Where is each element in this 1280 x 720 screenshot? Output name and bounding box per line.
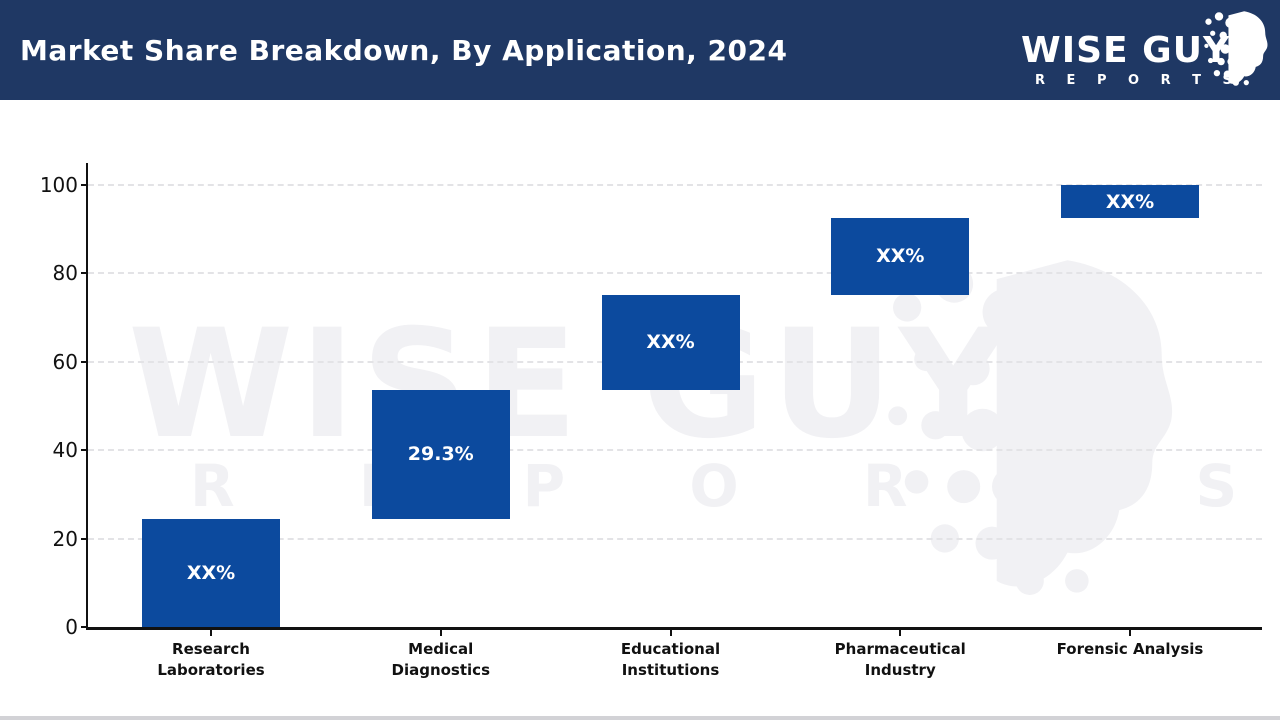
wiseguy-logo: WISE GUY R E P O R T S	[1021, 11, 1268, 88]
y-axis-line	[86, 163, 88, 629]
x-category-label-line: Research	[172, 640, 250, 658]
bar-value-label: XX%	[1105, 190, 1155, 213]
page-title: Market Share Breakdown, By Application, …	[20, 33, 788, 67]
x-category-label: Forensic Analysis	[1015, 639, 1245, 660]
y-tick-mark	[81, 184, 88, 186]
y-tick-mark	[81, 449, 88, 452]
x-category-label: Research Laboratories	[96, 639, 326, 681]
x-category-label: Medical Diagnostics	[326, 639, 556, 681]
footer-strip	[0, 716, 1280, 720]
x-tick-mark	[899, 630, 902, 636]
y-tick-mark	[81, 360, 88, 363]
x-category-label-line: Institutions	[621, 661, 720, 679]
x-category-label-line: Diagnostics	[391, 661, 491, 679]
x-category-label: Pharmaceutical Industry	[785, 639, 1015, 681]
bar-2: 29.3%	[371, 389, 510, 520]
bar-value-label: 29.3%	[407, 443, 474, 466]
y-tick-label: 0	[65, 615, 78, 639]
watermark-head-icon	[888, 260, 1173, 595]
bar-5: XX%	[1061, 185, 1199, 219]
bar-3: XX%	[601, 294, 740, 390]
header-bar: Market Share Breakdown, By Application, …	[0, 0, 1280, 100]
x-category-label-line: Pharmaceutical	[834, 640, 966, 658]
chart-canvas: WISE GUY R E P O R T S 0 20 40 60 80 100 XX% Re…	[0, 100, 1280, 716]
bar-1: XX%	[142, 519, 280, 627]
wiseguy-head-icon	[1204, 11, 1268, 86]
x-tick-mark	[439, 630, 442, 636]
y-tick-label: 40	[52, 438, 78, 463]
y-tick-label: 60	[52, 349, 78, 374]
x-tick-mark	[210, 630, 212, 636]
y-tick-label: 20	[52, 526, 78, 551]
x-tick-mark	[1129, 630, 1131, 636]
logo-wordmark: WISE GUY	[1021, 30, 1230, 71]
gridline	[88, 449, 1262, 452]
y-tick-mark	[81, 626, 88, 628]
gridline	[88, 184, 1262, 186]
watermark-wordmark: WISE GUY	[128, 298, 1014, 472]
x-category-label-line: Forensic Analysis	[1056, 640, 1204, 658]
x-tick-mark	[669, 630, 672, 636]
x-axis-line	[86, 627, 1262, 630]
y-tick-mark	[81, 537, 88, 540]
gridline	[88, 537, 1262, 540]
bar-value-label: XX%	[186, 562, 236, 585]
y-tick-label: 100	[39, 173, 78, 197]
x-category-label-line: Industry	[864, 661, 936, 679]
bar-value-label: XX%	[876, 245, 925, 268]
bar-4: XX%	[831, 218, 970, 295]
gridline	[88, 272, 1262, 275]
x-category-label-line: Educational	[620, 640, 721, 658]
y-tick-mark	[81, 272, 88, 275]
x-category-label: Educational Institutions	[556, 639, 786, 681]
y-tick-label: 80	[52, 261, 78, 286]
x-category-label-line: Medical	[408, 640, 474, 658]
bar-value-label: XX%	[646, 331, 695, 354]
logo-subtext: R E P O R T S	[1035, 73, 1240, 88]
x-category-label-line: Laboratories	[157, 661, 265, 679]
